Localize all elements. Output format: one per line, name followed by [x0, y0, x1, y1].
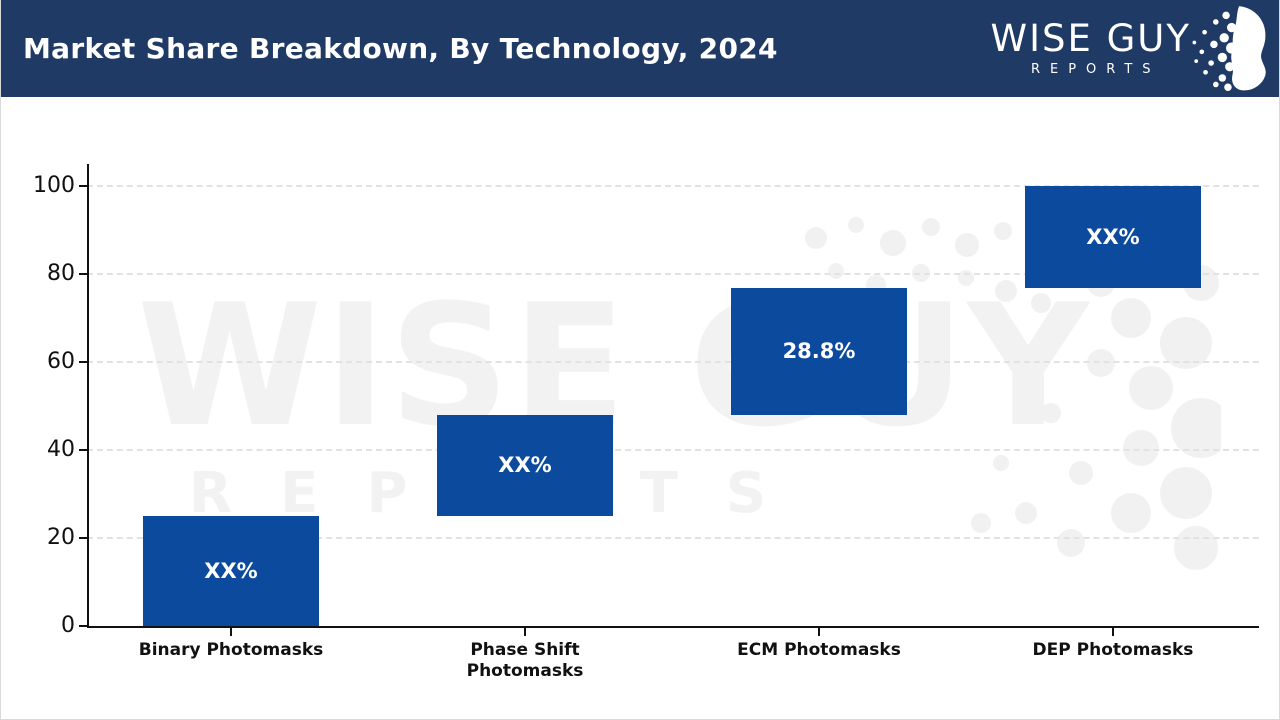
x-category-label: Phase Shift Photomasks	[466, 640, 584, 681]
y-gridline	[87, 361, 1259, 363]
y-gridline	[87, 185, 1259, 187]
x-category-label: ECM Photomasks	[737, 640, 901, 660]
y-tick-label: 40	[47, 437, 75, 462]
logo-line1: WISE GUY	[990, 17, 1191, 60]
x-tick-mark	[524, 628, 526, 636]
x-category-label: Binary Photomasks	[138, 640, 324, 660]
x-tick-mark	[818, 628, 820, 636]
x-category-label: DEP Photomasks	[1032, 640, 1194, 660]
y-gridline	[87, 449, 1259, 451]
page-title: Market Share Breakdown, By Technology, 2…	[23, 32, 778, 65]
y-tick-mark	[79, 625, 87, 627]
logo-face-icon	[1192, 5, 1266, 91]
y-tick-label: 100	[33, 173, 75, 198]
x-tick-mark	[230, 628, 232, 636]
logo-line2: REPORTS	[1030, 62, 1161, 77]
bar-value-label: 28.8%	[782, 339, 856, 364]
bar-segment	[143, 516, 319, 626]
y-gridline	[87, 537, 1259, 539]
x-axis-line	[87, 626, 1259, 628]
y-tick-mark	[79, 537, 87, 539]
y-gridline	[87, 273, 1259, 275]
logo-wordmark: WISE GUY REPORTS	[991, 20, 1191, 77]
y-axis-line	[87, 164, 89, 628]
y-tick-mark	[79, 273, 87, 275]
bar-value-label: XX%	[498, 453, 552, 478]
y-tick-label: 0	[61, 613, 75, 638]
bar-segment	[731, 288, 907, 415]
y-tick-mark	[79, 449, 87, 451]
bar-value-label: XX%	[204, 559, 258, 583]
y-tick-label: 80	[47, 261, 75, 286]
header-band: Market Share Breakdown, By Technology, 2…	[1, 0, 1279, 97]
bar-segment	[1025, 186, 1201, 289]
bar-value-label: XX%	[1086, 225, 1140, 250]
bar-segment	[437, 414, 613, 516]
y-tick-mark	[79, 185, 87, 187]
y-tick-mark	[79, 361, 87, 363]
x-tick-mark	[1112, 628, 1114, 636]
watermark-line1: WISE GUY	[137, 268, 1092, 464]
wise-guy-logo: WISE GUY REPORTS	[991, 3, 1269, 95]
y-tick-label: 20	[47, 525, 75, 550]
y-tick-label: 60	[47, 349, 75, 374]
